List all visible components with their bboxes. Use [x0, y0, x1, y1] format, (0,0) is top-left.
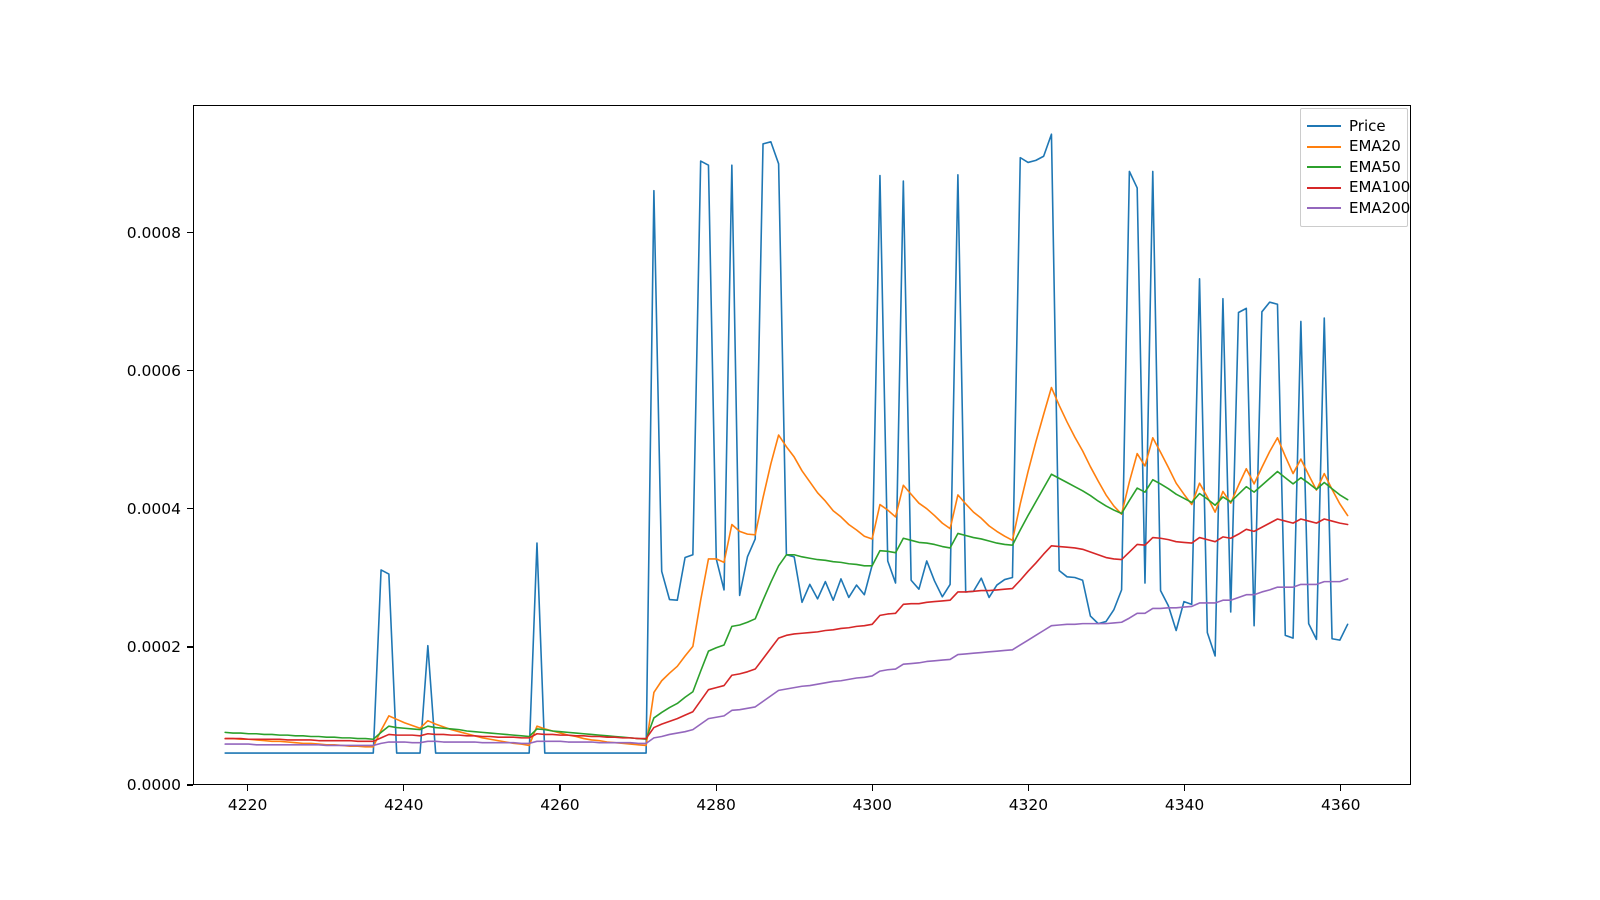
legend-swatch-icon [1307, 186, 1341, 189]
legend-label: EMA200 [1349, 198, 1411, 217]
y-tick-label: 0.0006 [126, 361, 181, 380]
x-tick-label: 4320 [1008, 796, 1049, 814]
y-tick-mark [187, 232, 193, 234]
x-tick-mark [247, 785, 249, 791]
legend-item-ema50: EMA50 [1307, 157, 1401, 178]
chart-legend: Price EMA20 EMA50 EMA100 EMA200 [1300, 108, 1410, 227]
series-line-ema50 [225, 472, 1347, 740]
legend-swatch-icon [1307, 166, 1341, 169]
y-tick-label: 0.0004 [126, 499, 181, 518]
x-tick-label: 4360 [1320, 796, 1361, 814]
x-tick-mark [1027, 785, 1029, 791]
y-tick-label: 0.0008 [126, 223, 181, 242]
x-tick-mark [559, 785, 561, 791]
y-tick-mark [187, 370, 193, 372]
legend-label: EMA20 [1349, 137, 1401, 156]
plot-area [193, 105, 1411, 785]
legend-swatch-icon [1307, 207, 1341, 210]
x-tick-label: 4340 [1164, 796, 1205, 814]
legend-item-ema100: EMA100 [1307, 178, 1410, 199]
legend-label: EMA100 [1349, 178, 1411, 197]
legend-item-price: Price [1307, 116, 1399, 137]
x-tick-label: 4280 [696, 796, 736, 814]
series-line-ema100 [225, 519, 1347, 741]
x-tick-mark [1340, 785, 1342, 791]
x-tick-mark [871, 785, 873, 791]
legend-swatch-icon [1307, 125, 1341, 128]
legend-label: Price [1349, 116, 1386, 135]
x-tick-label: 4240 [384, 796, 424, 814]
y-tick-label: 0.0002 [126, 637, 181, 656]
x-tick-label: 4260 [540, 796, 580, 814]
legend-label: EMA50 [1349, 157, 1401, 176]
series-line-price [225, 134, 1347, 753]
legend-item-ema20: EMA20 [1307, 137, 1401, 158]
x-tick-mark [403, 785, 405, 791]
legend-item-ema200: EMA200 [1307, 198, 1410, 219]
legend-swatch-icon [1307, 145, 1341, 148]
series-canvas [194, 106, 1410, 784]
series-line-ema20 [225, 388, 1347, 747]
y-tick-mark [187, 508, 193, 510]
x-tick-mark [715, 785, 717, 791]
series-line-ema200 [225, 579, 1347, 746]
x-tick-label: 4220 [227, 796, 268, 814]
y-tick-label: 0.0000 [126, 776, 181, 794]
x-tick-label: 4300 [852, 796, 892, 814]
y-tick-mark [187, 784, 193, 786]
x-tick-mark [1183, 785, 1186, 791]
y-tick-mark [187, 646, 193, 648]
